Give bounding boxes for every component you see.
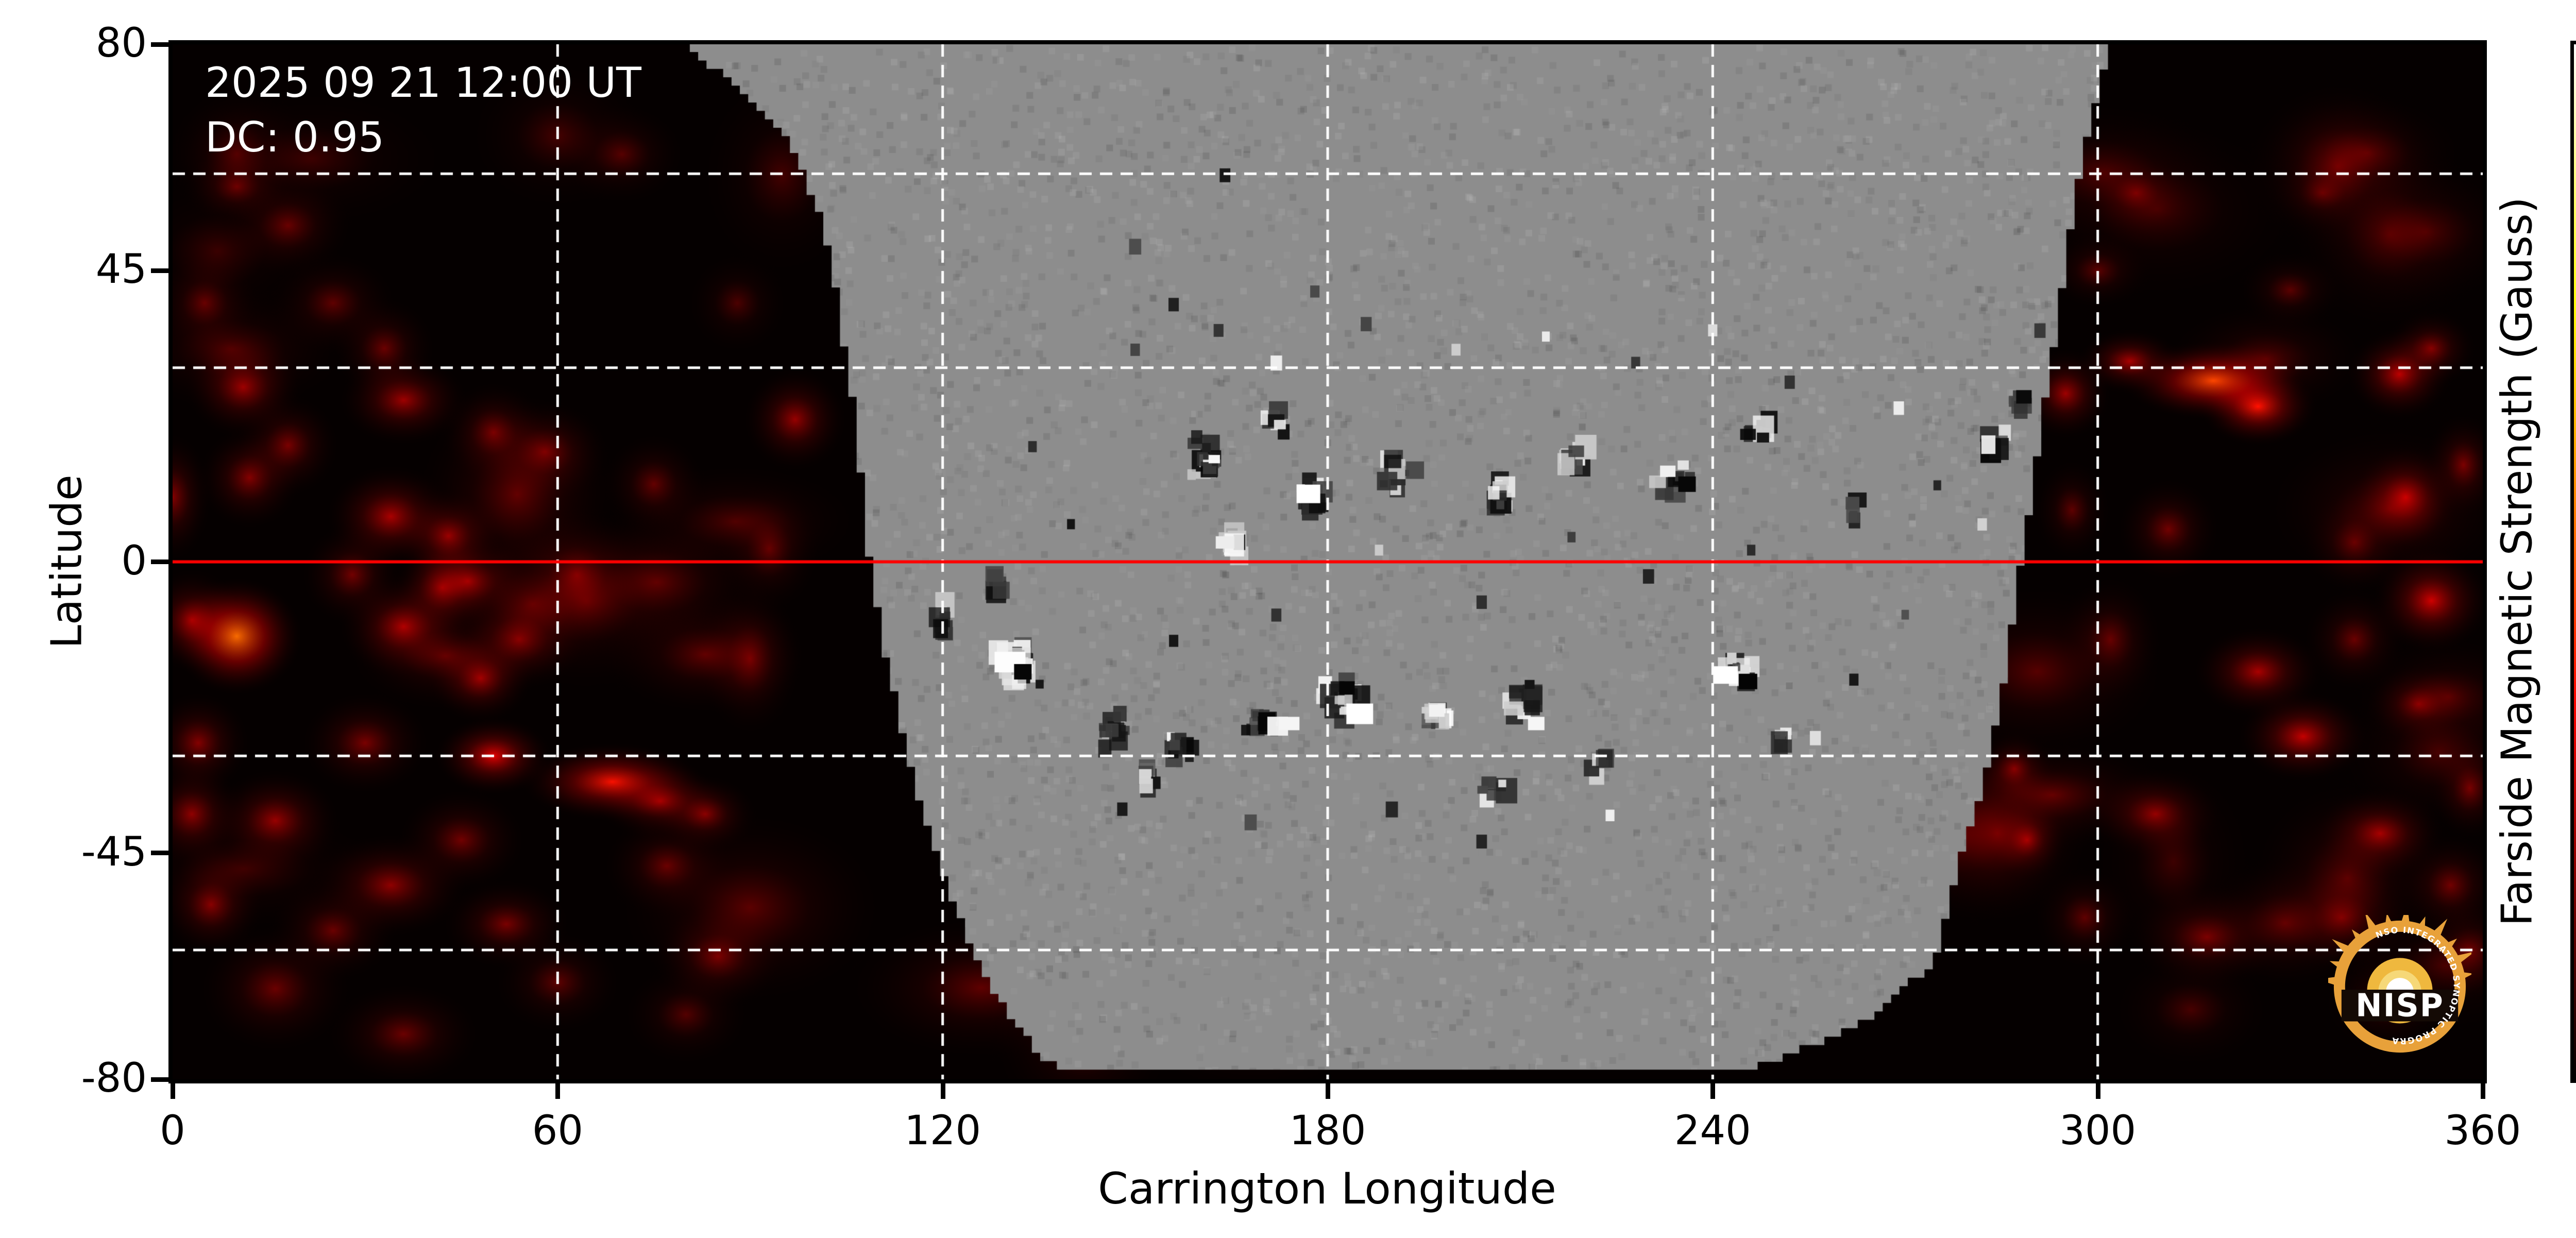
y-tick-label: -45 xyxy=(81,828,147,875)
logo-band xyxy=(2341,989,2459,1022)
x-tick xyxy=(2481,1081,2485,1099)
x-tick xyxy=(2095,1081,2100,1099)
y-tick xyxy=(151,268,168,273)
x-tick-label: 60 xyxy=(532,1108,583,1154)
y-tick xyxy=(151,559,168,564)
logo-wordmark: NISP xyxy=(2355,987,2444,1024)
x-axis-label: Carrington Longitude xyxy=(1098,1163,1556,1214)
y-tick-label: -80 xyxy=(81,1055,147,1102)
x-tick xyxy=(1326,1081,1330,1099)
x-tick-label: 120 xyxy=(904,1108,981,1154)
duty-cycle-label: DC: 0.95 xyxy=(205,113,384,161)
x-tick xyxy=(940,1081,945,1099)
y-tick-label: 80 xyxy=(95,20,147,67)
x-tick-label: 240 xyxy=(1674,1108,1751,1154)
y-tick-label: 0 xyxy=(121,537,147,584)
y-tick xyxy=(151,1077,168,1082)
x-tick-label: 180 xyxy=(1289,1108,1366,1154)
map-annotation: 2025 09 21 12:00 UT DC: 0.95 xyxy=(205,56,641,164)
x-tick-label: 300 xyxy=(2059,1108,2137,1154)
x-tick xyxy=(171,1081,175,1099)
x-tick xyxy=(555,1081,561,1099)
timestamp-label: 2025 09 21 12:00 UT xyxy=(205,59,641,107)
y-tick xyxy=(151,42,168,47)
x-tick-label: 360 xyxy=(2444,1108,2521,1154)
x-tick xyxy=(1710,1081,1716,1099)
y-axis-label: Latitude xyxy=(42,474,92,649)
y-tick-label: 45 xyxy=(95,246,147,293)
y-tick xyxy=(151,851,168,856)
x-tick-label: 0 xyxy=(160,1108,185,1154)
magnetogram-map xyxy=(173,44,2483,1079)
logo-ring-icon xyxy=(2333,920,2466,1053)
farside-colorbar-label: Farside Magnetic Strength (Gauss) xyxy=(2493,197,2542,926)
farside-colorbar xyxy=(2570,41,2576,1083)
nisp-logo: NISP NSO INTEGRATED SYNOPTIC PROGRAM xyxy=(2328,915,2471,1053)
